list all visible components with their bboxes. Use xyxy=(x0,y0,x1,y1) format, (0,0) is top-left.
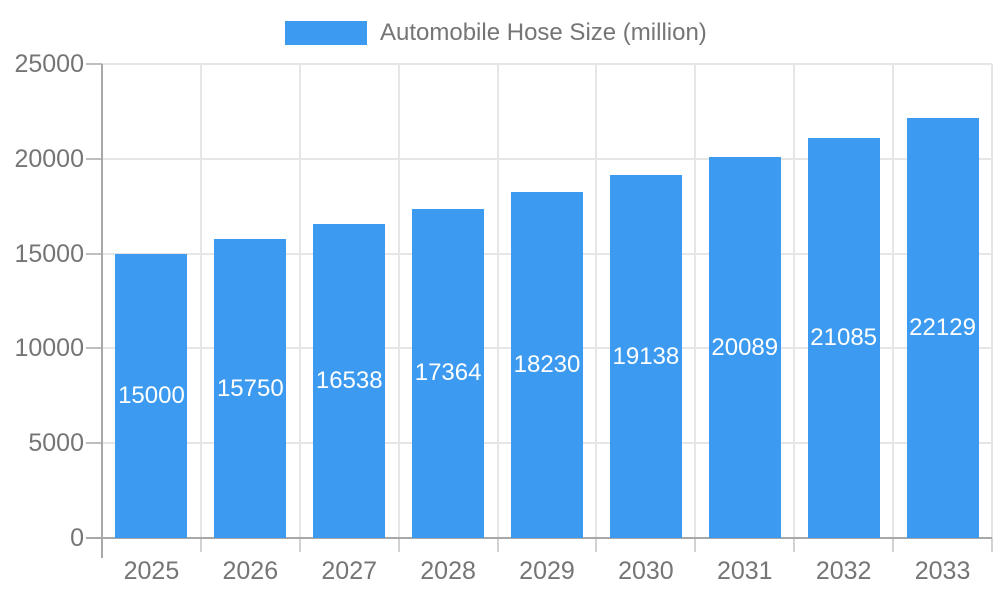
v-gridline xyxy=(397,64,400,538)
x-axis-label: 2032 xyxy=(815,557,872,585)
bar[interactable]: 18230 xyxy=(511,192,583,538)
x-axis-label: 2029 xyxy=(519,557,575,585)
bar[interactable]: 16538 xyxy=(313,224,386,538)
y-tick xyxy=(86,252,102,255)
bar-value-label: 16538 xyxy=(315,367,383,395)
y-axis-label: 10000 xyxy=(14,334,84,363)
x-axis-label: 2028 xyxy=(420,557,476,585)
bar[interactable]: 17364 xyxy=(412,208,485,538)
y-axis-line xyxy=(101,64,103,558)
x-axis-label: 2026 xyxy=(222,557,279,585)
x-axis-line xyxy=(86,537,992,539)
bar-value-label: 18230 xyxy=(513,351,581,379)
bar[interactable]: 21085 xyxy=(807,138,880,538)
x-tick xyxy=(397,538,400,552)
bar-value-label: 21085 xyxy=(810,324,878,352)
x-tick xyxy=(199,538,202,552)
x-tick xyxy=(595,538,598,552)
bar[interactable]: 19138 xyxy=(609,175,682,538)
x-axis-label: 2027 xyxy=(321,557,378,585)
x-axis-label: 2031 xyxy=(716,557,773,585)
v-gridline xyxy=(496,64,499,538)
legend-swatch[interactable] xyxy=(285,21,367,45)
bar-value-label: 19138 xyxy=(612,342,680,370)
y-axis-label: 0 xyxy=(70,524,84,552)
bar[interactable]: 15000 xyxy=(115,253,188,538)
bar-value-label: 15000 xyxy=(118,381,185,409)
v-gridline xyxy=(199,64,202,538)
v-gridline xyxy=(991,64,993,538)
bar-value-label: 17364 xyxy=(414,359,482,387)
bar-value-label: 20089 xyxy=(711,333,779,361)
x-axis-label: 2025 xyxy=(123,557,180,585)
legend-label: Automobile Hose Size (million) xyxy=(380,19,707,46)
h-gridline xyxy=(102,63,992,65)
bar[interactable]: 20089 xyxy=(708,157,781,538)
x-tick xyxy=(496,538,499,552)
v-gridline xyxy=(694,64,697,538)
bar[interactable]: 15750 xyxy=(214,239,287,538)
v-gridline xyxy=(298,64,301,538)
x-axis-label: 2033 xyxy=(914,557,971,585)
v-gridline xyxy=(793,64,796,538)
bar-value-label: 22129 xyxy=(909,314,976,342)
bar[interactable]: 22129 xyxy=(906,118,979,538)
v-gridline xyxy=(892,64,895,538)
x-axis-label: 2030 xyxy=(618,557,674,585)
y-axis-label: 5000 xyxy=(28,429,84,458)
y-tick xyxy=(86,442,102,445)
y-tick xyxy=(86,157,102,160)
x-tick xyxy=(892,538,895,552)
y-tick xyxy=(86,63,102,65)
bar-value-label: 15750 xyxy=(216,374,284,402)
y-tick xyxy=(86,347,102,350)
x-tick xyxy=(991,538,993,552)
y-axis-label: 20000 xyxy=(14,144,84,173)
y-axis-label: 25000 xyxy=(14,50,84,78)
x-tick xyxy=(694,538,697,552)
legend-item[interactable]: Automobile Hose Size (million) xyxy=(285,18,707,48)
x-tick xyxy=(793,538,796,552)
v-gridline xyxy=(595,64,598,538)
h-gridline xyxy=(102,157,992,160)
y-axis-label: 15000 xyxy=(14,239,84,268)
x-tick xyxy=(298,538,301,552)
